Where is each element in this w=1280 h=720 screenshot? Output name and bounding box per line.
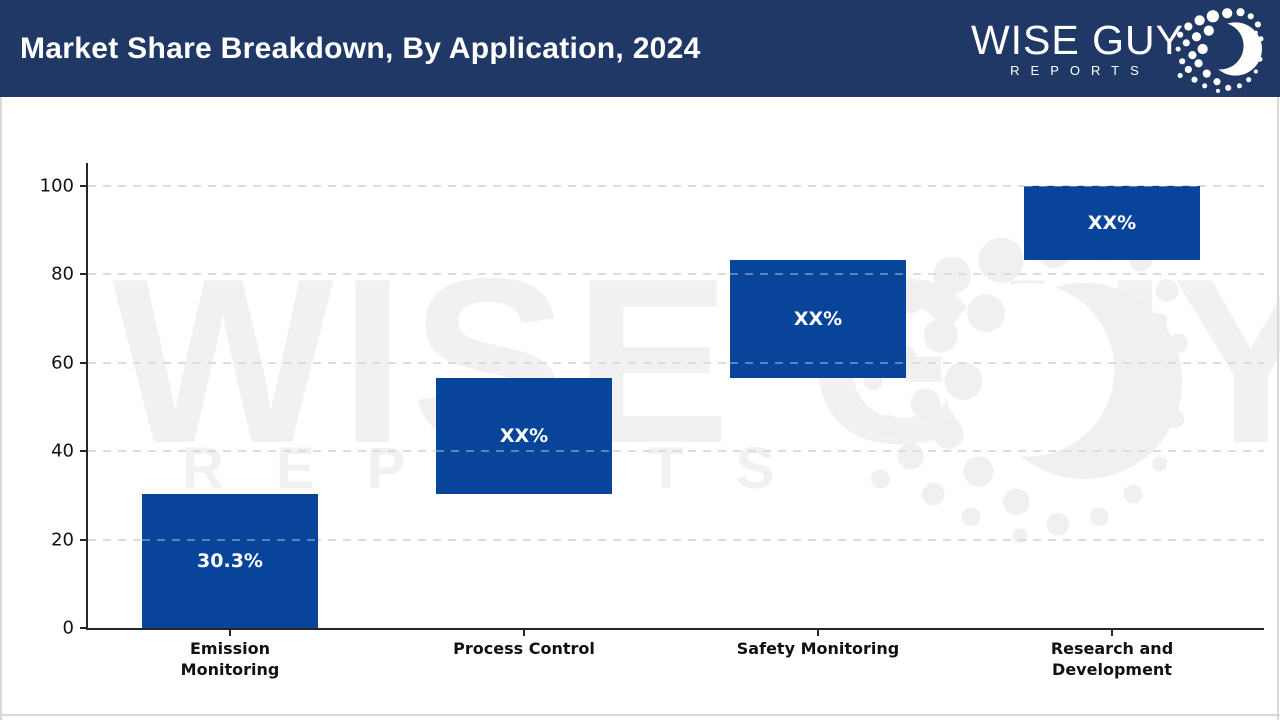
x-tick-mark	[229, 630, 231, 636]
logo-text: WISE GUY REPORTS	[970, 16, 1184, 79]
y-tick-mark	[80, 627, 86, 629]
x-tick-mark	[817, 630, 819, 636]
gridline	[88, 361, 1264, 364]
x-tick-mark	[1111, 630, 1113, 636]
gridline	[88, 185, 1264, 187]
y-tick-mark	[80, 185, 86, 187]
gridline	[88, 450, 1264, 453]
page-border-bottom	[0, 714, 1280, 716]
y-tick-mark	[80, 450, 86, 453]
page-border-left	[0, 97, 2, 720]
x-tick-label-safety-monitoring: Safety Monitoring	[736, 639, 900, 658]
gridline	[88, 538, 1264, 541]
y-tick-label: 100	[39, 175, 74, 197]
x-tick-label-research-and-development: Research and Development	[1050, 639, 1174, 679]
wise-guy-reports-logo: WISE GUY REPORTS	[971, 4, 1266, 94]
gridline	[88, 273, 1264, 276]
bar-safety-monitoring: XX%	[730, 260, 906, 378]
logo-wordmark: WISE GUY	[970, 16, 1184, 63]
gridline-overlay	[142, 538, 318, 541]
y-axis-line	[86, 163, 88, 630]
gridline-overlay	[436, 450, 612, 453]
bar-research-and-development: XX%	[1024, 186, 1200, 261]
y-tick-label: 80	[51, 263, 74, 285]
gridline-overlay	[730, 361, 906, 364]
gridline-overlay	[730, 273, 906, 276]
page-border-right	[1277, 97, 1279, 720]
bar-value-label: 30.3%	[197, 550, 263, 573]
dotted-head-icon	[1175, 7, 1264, 93]
x-tick-label-process-control: Process Control	[453, 639, 595, 658]
bar-value-label: XX%	[793, 308, 843, 331]
page-title: Market Share Breakdown, By Application, …	[20, 31, 701, 65]
y-tick-mark	[80, 273, 86, 276]
y-tick-label: 60	[51, 352, 74, 374]
bar-emission-monitoring: 30.3%	[142, 494, 318, 628]
x-axis-line	[86, 628, 1264, 630]
logo-subtitle: REPORTS	[1010, 63, 1150, 79]
y-tick-mark	[80, 361, 86, 364]
bar-value-label: XX%	[1087, 212, 1137, 235]
header-bar: Market Share Breakdown, By Application, …	[0, 0, 1280, 97]
gridline-overlay	[1024, 185, 1200, 187]
y-tick-mark	[80, 538, 86, 541]
y-tick-label: 0	[62, 617, 74, 639]
y-tick-label: 40	[51, 440, 74, 462]
bar-value-label: XX%	[499, 424, 549, 447]
x-tick-label-emission-monitoring: Emission Monitoring	[180, 639, 280, 679]
x-tick-mark	[523, 630, 525, 636]
chart-canvas: WISE GUY REPORTS 02040608010030.3%XX%XX%…	[0, 97, 1280, 720]
y-tick-label: 20	[51, 529, 74, 551]
bar-process-control: XX%	[436, 377, 612, 495]
